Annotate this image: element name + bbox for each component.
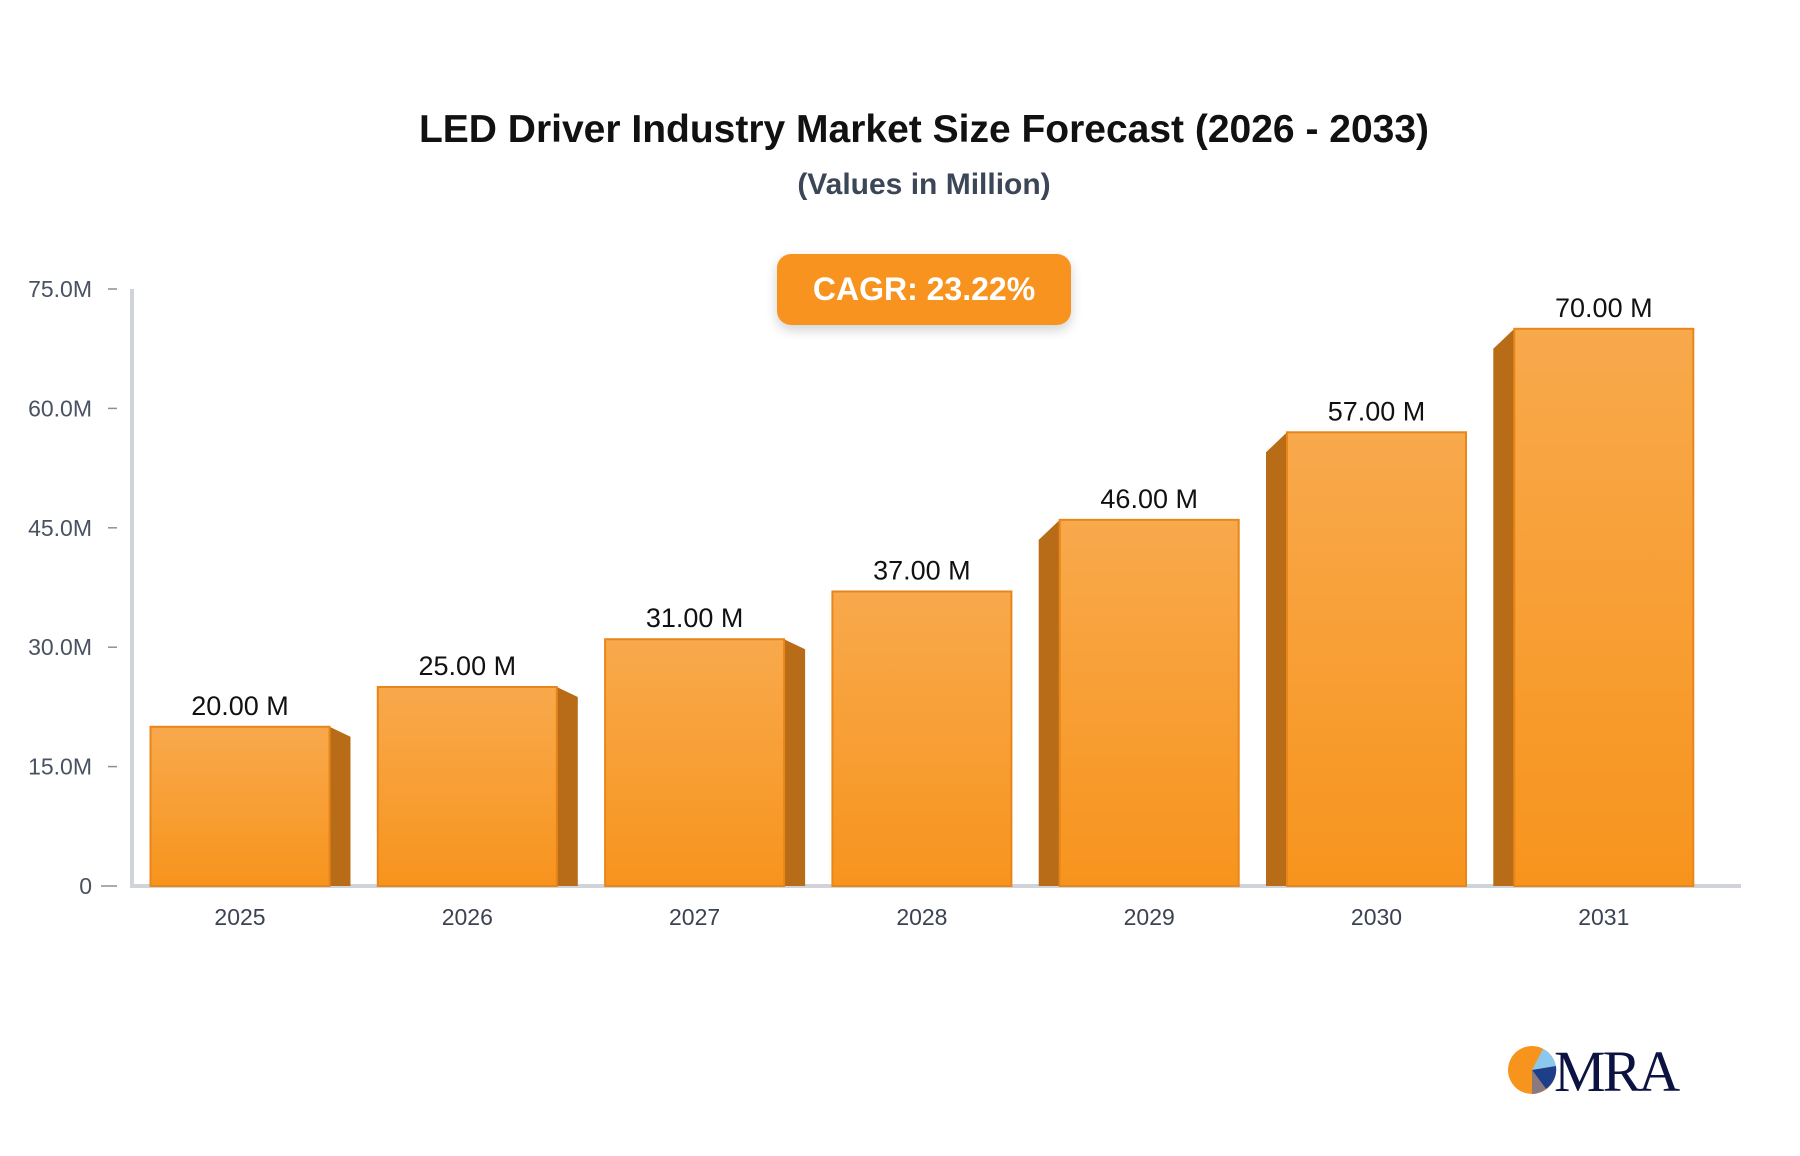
x-tick-label: 2031 <box>1578 904 1629 930</box>
x-tick-label: 2030 <box>1351 904 1402 930</box>
bar-2029 <box>1058 518 1240 888</box>
x-tick-label: 2027 <box>669 904 720 930</box>
bar-side-face <box>1493 328 1515 886</box>
chart-title: LED Driver Industry Market Size Forecast… <box>418 108 1430 151</box>
bar-side-face <box>1038 519 1060 886</box>
data-label: 20.00 M <box>191 691 289 721</box>
bar-side-face <box>784 639 806 886</box>
cagr-badge: CAGR: 23.22% <box>777 254 1071 325</box>
y-tick-label: 45.0M <box>28 515 92 541</box>
chart-subtitle: (Values in Million) <box>797 168 1051 201</box>
x-tick-label: 2025 <box>214 904 265 930</box>
svg-text:MRA: MRA <box>1554 1040 1680 1100</box>
x-tick-label: 2026 <box>442 904 493 930</box>
data-label: 37.00 M <box>873 555 971 585</box>
bar-side-face <box>1266 432 1287 886</box>
y-tick-label: 30.0M <box>28 634 92 660</box>
bar-2026 <box>376 686 558 887</box>
bar-2027 <box>604 638 786 887</box>
data-label: 25.00 M <box>419 651 517 681</box>
mra-logo-icon: MRA <box>1508 1040 1683 1100</box>
bar-side-face <box>329 726 351 886</box>
y-tick-label: 15.0M <box>28 754 92 780</box>
bar-side-face <box>556 687 578 886</box>
data-label: 70.00 M <box>1555 293 1653 323</box>
data-label: 57.00 M <box>1328 396 1426 426</box>
y-tick-label: 0 <box>79 873 92 899</box>
bar-2030 <box>1286 431 1467 887</box>
y-tick-label: 60.0M <box>28 395 92 421</box>
x-tick-label: 2029 <box>1124 904 1175 930</box>
data-label: 46.00 M <box>1100 484 1198 514</box>
bar-2028 <box>831 590 1013 887</box>
y-tick-label: 75.0M <box>28 276 92 302</box>
x-tick-label: 2028 <box>896 904 947 930</box>
data-label: 31.00 M <box>646 603 744 633</box>
bar-2031 <box>1513 327 1695 887</box>
bar-2025 <box>149 725 331 887</box>
